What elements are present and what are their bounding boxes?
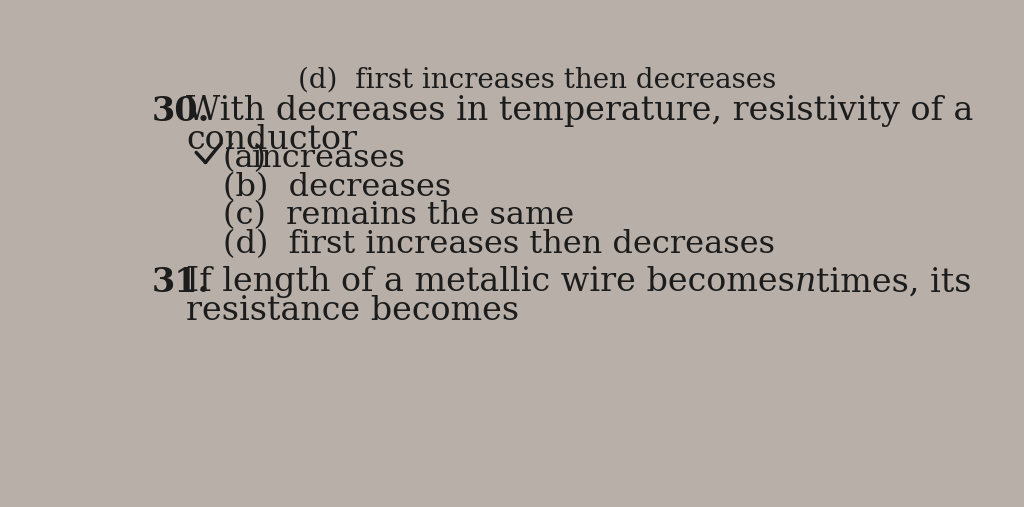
Text: 30.: 30. [152, 95, 210, 128]
Text: (c)  remains the same: (c) remains the same [222, 200, 573, 231]
Text: resistance becomes: resistance becomes [186, 295, 519, 327]
Text: If length of a metallic wire becomes: If length of a metallic wire becomes [186, 267, 795, 299]
Text: With decreases in temperature, resistivity of a: With decreases in temperature, resistivi… [186, 95, 974, 127]
Text: (d)  first increases then decreases: (d) first increases then decreases [299, 66, 777, 93]
Text: conductor: conductor [186, 124, 357, 156]
Text: 31.: 31. [152, 267, 210, 300]
Text: (a): (a) [222, 143, 266, 174]
Text: n: n [795, 267, 816, 299]
Text: (b)  decreases: (b) decreases [222, 172, 451, 203]
Text: increases: increases [252, 143, 406, 174]
Text: times, its: times, its [816, 267, 972, 299]
Text: (d)  first increases then decreases: (d) first increases then decreases [222, 229, 774, 260]
